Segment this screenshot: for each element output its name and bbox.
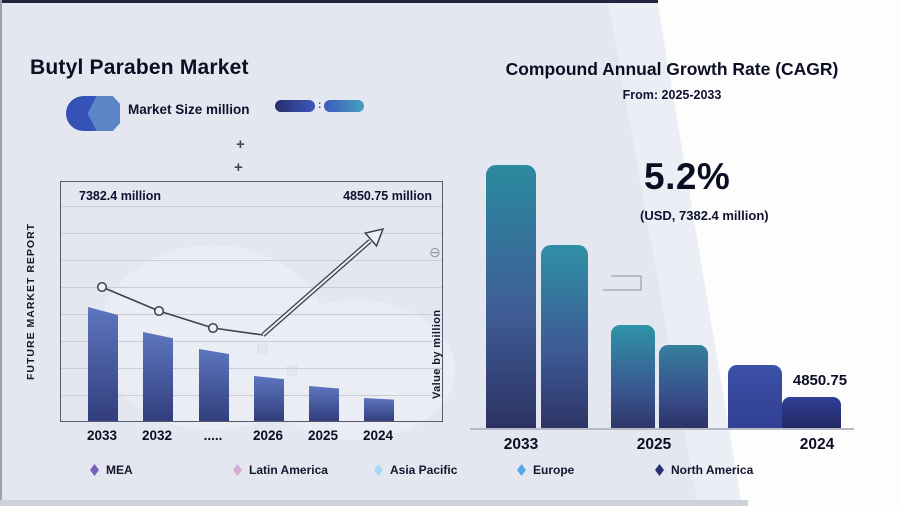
x-label-2025: 2025 — [307, 428, 339, 443]
arrow-head-icon — [363, 227, 385, 248]
cagr-value: 5.2% — [644, 156, 731, 197]
legend-label: Asia Pacific — [390, 463, 458, 477]
diamond-icon — [374, 464, 383, 476]
plus-mark: + — [236, 136, 245, 153]
end-value-label: 4850.75 million — [343, 189, 432, 203]
legend-label: MEA — [106, 463, 133, 477]
start-value-label: 7382.4 million — [79, 189, 161, 203]
cagr-title: Compound Annual Growth Rate (CAGR) — [505, 59, 839, 79]
ratio-pill-left-icon — [275, 100, 315, 112]
diamond-icon — [655, 464, 664, 476]
watermark-icon: ▤ — [286, 362, 299, 377]
ratio-pills: : — [275, 100, 365, 112]
cagr-detail: (USD, 7382.4 million) — [640, 208, 769, 223]
x-label-2033: 2033 — [86, 428, 118, 443]
diamond-icon — [517, 464, 526, 476]
legend-label: Latin America — [249, 463, 328, 477]
step-bracket — [603, 275, 642, 291]
legend-item-mea: MEA — [90, 463, 133, 477]
cagr-2024-value: 4850.75 — [792, 372, 848, 389]
market-size-icon — [66, 96, 120, 131]
legend-label: North America — [671, 463, 754, 477]
x-label-gap: ..... — [203, 428, 223, 443]
watermark-icon: ▤ — [256, 340, 269, 355]
trend-line-overlay — [96, 227, 385, 337]
bar-2026 — [254, 376, 284, 421]
bar-gap — [199, 349, 229, 421]
bar-2025 — [309, 386, 339, 421]
panel-left-border — [0, 0, 2, 506]
diamond-icon — [90, 464, 99, 476]
background-blob — [255, 300, 455, 440]
x-label-2026: 2026 — [252, 428, 284, 443]
legend-item-asia-pacific: Asia Pacific — [374, 463, 457, 477]
cagr-bar-2024-b — [782, 397, 841, 430]
legend-item-latin-america: Latin America — [233, 463, 328, 477]
cagr-baseline — [470, 428, 854, 430]
legend-item-europe: Europe — [517, 463, 574, 477]
market-size-chart: 7382.4 million 4850.75 million ▤ ▤ — [60, 181, 443, 422]
market-size-legend-label: Market Size million — [128, 102, 250, 117]
minus-circle-icon: ⊖ — [429, 244, 441, 260]
bar-2032 — [143, 332, 173, 421]
diamond-icon — [233, 464, 242, 476]
gridline — [61, 260, 442, 261]
cagr-x-label-2025: 2025 — [636, 436, 672, 453]
cagr-bar-2033-a — [486, 165, 536, 429]
legend-label: Europe — [533, 463, 575, 477]
gridline — [61, 341, 442, 342]
gridline — [61, 395, 442, 396]
x-label-2032: 2032 — [141, 428, 173, 443]
gridline — [61, 233, 442, 234]
cagr-x-label-2033: 2033 — [503, 436, 539, 453]
gridline — [61, 368, 442, 369]
bar-2024 — [364, 398, 394, 421]
plus-mark: + — [234, 159, 243, 176]
cagr-bar-2025-a — [611, 325, 655, 429]
bar-2033 — [88, 307, 118, 421]
cagr-subtitle: From: 2025-2033 — [622, 88, 722, 102]
cagr-bar-2024-a — [728, 365, 782, 430]
x-label-2024: 2024 — [362, 428, 394, 443]
panel-bottom-border — [0, 500, 748, 506]
gridline — [61, 314, 442, 315]
gridline — [61, 287, 442, 288]
gridline — [61, 206, 442, 207]
side-watermark-text: FUTURE MARKET REPORT — [25, 222, 37, 381]
cagr-bar-2025-b — [659, 345, 708, 429]
ratio-colon: : — [318, 100, 322, 111]
cagr-bar-2033-b — [541, 245, 588, 429]
legend-item-north-america: North America — [655, 463, 753, 477]
page-title: Butyl Paraben Market — [30, 56, 249, 79]
cagr-x-label-2024: 2024 — [799, 436, 835, 453]
panel-top-border — [0, 0, 658, 3]
y-axis-label: Value by million — [431, 309, 443, 399]
ratio-pill-right-icon — [324, 100, 365, 112]
